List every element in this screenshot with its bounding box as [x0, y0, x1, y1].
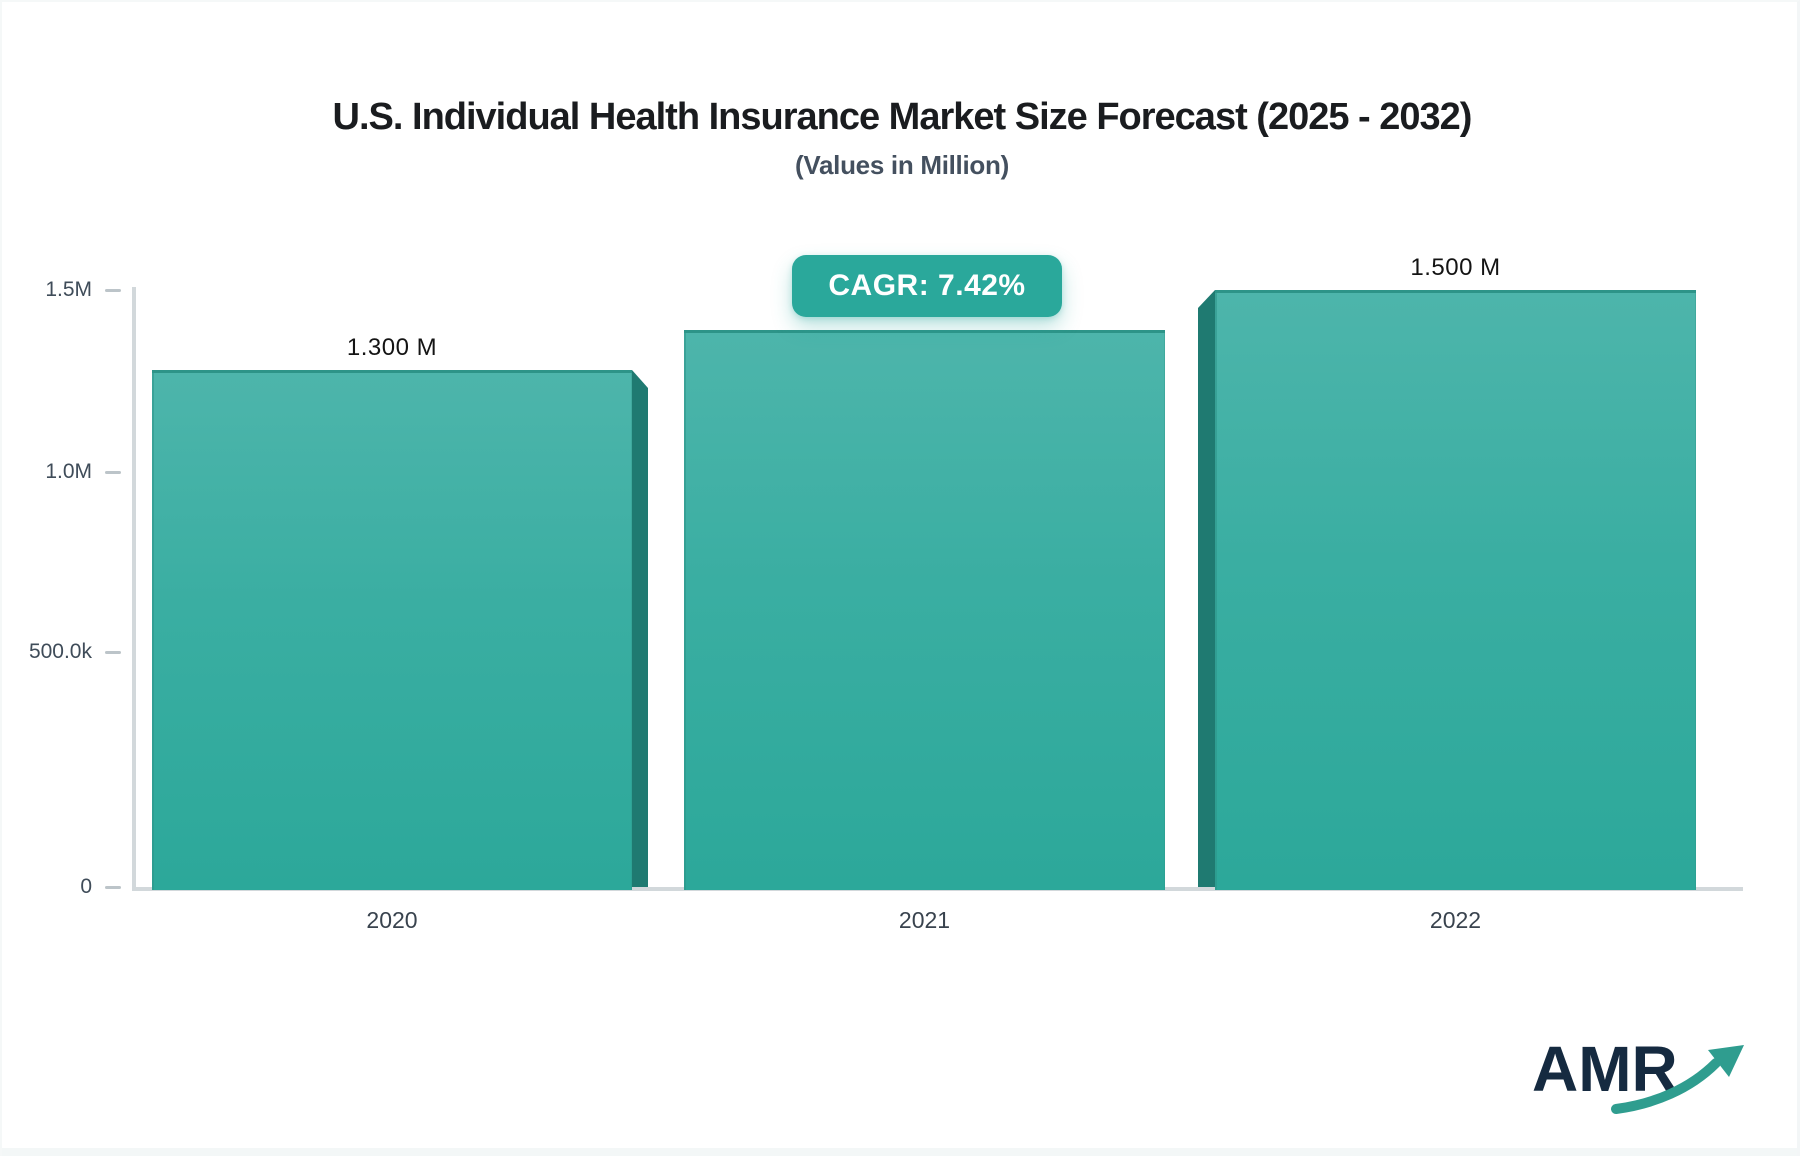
window-bottom-edge	[2, 1148, 1797, 1156]
cagr-badge: CAGR: 7.42%	[792, 255, 1062, 317]
bar-value-label-2022: 1.500 M	[1410, 254, 1501, 281]
chart-subtitle: (Values in Million)	[795, 150, 1009, 180]
bar-2021	[684, 330, 1165, 890]
bar-3d-edge-2022	[1198, 290, 1215, 887]
y-axis-tick-label: 500.0k	[28, 640, 92, 663]
bar-3d-edge-2020	[632, 370, 648, 887]
y-axis-tick-label: 1.0M	[45, 460, 92, 483]
y-axis-tick-label: 1.5M	[45, 278, 92, 301]
x-axis-label-2021: 2021	[898, 907, 951, 933]
y-axis-tick-mark	[105, 289, 121, 292]
y-axis-tick-mark	[105, 886, 121, 889]
x-axis-label-2022: 2022	[1429, 907, 1482, 933]
amr-logo: AMR	[1522, 1032, 1772, 1127]
bar-2020	[152, 370, 632, 890]
y-axis-tick-label: 0	[80, 875, 92, 898]
bar-2022	[1215, 290, 1696, 890]
growth-arrow-icon	[1611, 1045, 1744, 1114]
x-axis-label-2020: 2020	[366, 907, 418, 933]
amr-logo-text: AMR	[1532, 1033, 1678, 1105]
bar-value-label-2020: 1.300 M	[346, 334, 438, 361]
y-axis-tick-mark	[105, 651, 121, 654]
chart-title: U.S. Individual Health Insurance Market …	[332, 96, 1473, 138]
y-axis-tick-mark	[105, 471, 121, 474]
y-axis-line	[132, 287, 136, 891]
